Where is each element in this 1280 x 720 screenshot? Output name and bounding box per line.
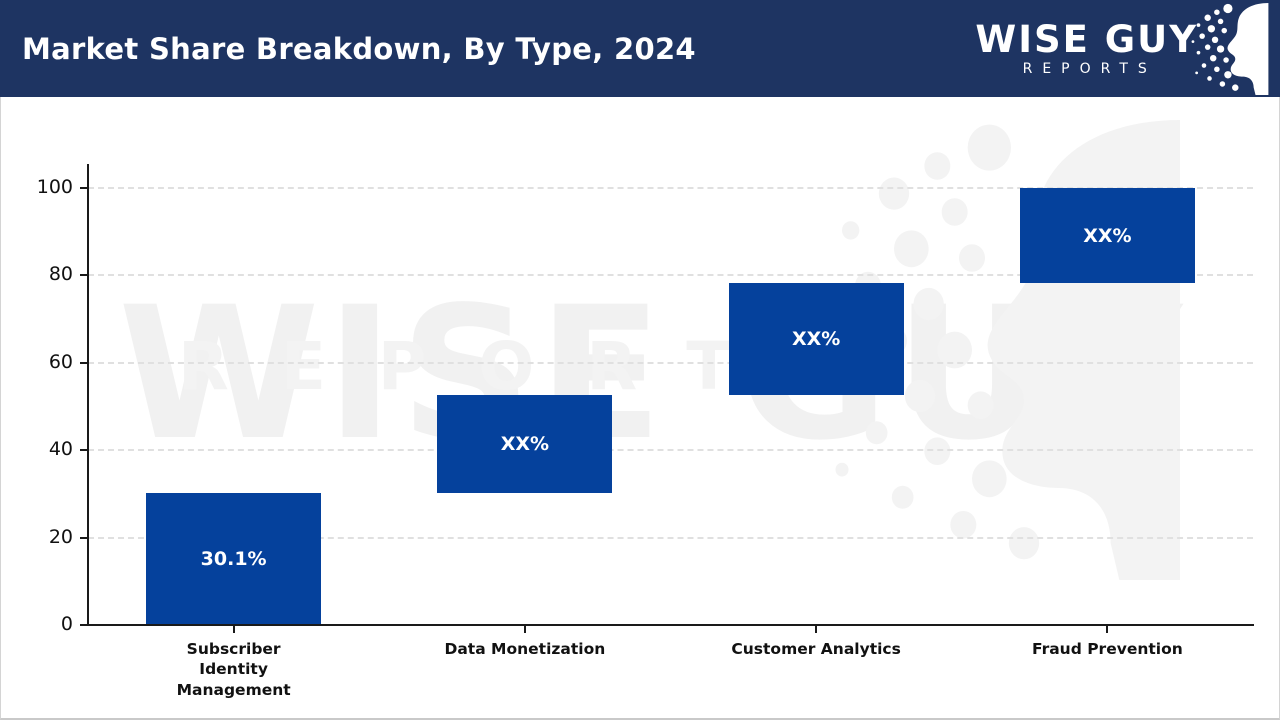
bar-3: XX% xyxy=(1019,188,1195,284)
bar-value-label: 30.1% xyxy=(200,548,267,571)
bar-value-label: XX% xyxy=(791,328,841,351)
x-tick-3 xyxy=(1106,626,1109,633)
x-category-label-line: Identity xyxy=(199,660,268,679)
x-category-label-line: Fraud Prevention xyxy=(1031,640,1183,658)
x-category-label-line: Customer Analytics xyxy=(731,640,901,658)
y-tick-label-80: 80 xyxy=(48,263,73,286)
x-axis-line xyxy=(87,624,1254,626)
gridline-60 xyxy=(88,361,1253,364)
x-category-label-line: Data Monetization xyxy=(444,640,606,658)
watermark-subtext: REPORTS xyxy=(178,328,883,405)
x-tick-0 xyxy=(232,626,235,633)
y-tick-40 xyxy=(80,449,88,452)
x-category-label-0: Subscriber Identity Management xyxy=(94,639,374,700)
x-category-label-line: Management xyxy=(176,680,291,699)
bar-0: 30.1% xyxy=(146,493,322,625)
page-title: Market Share Breakdown, By Type, 2024 xyxy=(22,31,696,66)
y-axis-line xyxy=(87,164,89,626)
brand-logo: WISE GUY REPORTS xyxy=(975,0,1280,97)
y-tick-100 xyxy=(80,187,88,189)
y-tick-label-0: 0 xyxy=(60,613,73,635)
gridline-80 xyxy=(88,274,1253,277)
gridline-100 xyxy=(88,187,1253,189)
brand-subtitle: REPORTS xyxy=(1022,60,1157,77)
bar-2: XX% xyxy=(728,283,904,396)
gridline-40 xyxy=(88,449,1253,452)
x-category-label-1: Data Monetization xyxy=(385,639,665,659)
x-category-label-line: Subscriber xyxy=(186,640,281,658)
brand-name: WISE GUY xyxy=(975,17,1198,61)
x-category-label-2: Customer Analytics xyxy=(676,639,956,659)
y-tick-label-20: 20 xyxy=(48,525,73,548)
y-tick-0 xyxy=(80,624,88,626)
y-tick-20 xyxy=(80,536,88,539)
bar-1: XX% xyxy=(437,395,613,494)
y-tick-label-40: 40 xyxy=(48,438,73,461)
y-tick-60 xyxy=(80,361,88,364)
bar-value-label: XX% xyxy=(500,433,550,456)
header-bar: Market Share Breakdown, By Type, 2024 WI… xyxy=(0,0,1280,97)
x-tick-2 xyxy=(815,626,818,633)
bar-value-label: XX% xyxy=(1083,224,1132,247)
y-tick-label-60: 60 xyxy=(48,350,73,373)
gridline-20 xyxy=(88,536,1253,539)
y-tick-80 xyxy=(80,274,88,277)
y-tick-label-100: 100 xyxy=(36,176,73,198)
dotted-face-icon xyxy=(1191,2,1269,95)
brand-logo-text: WISE GUY REPORTS xyxy=(975,21,1198,77)
x-tick-1 xyxy=(523,626,526,633)
x-category-label-3: Fraud Prevention xyxy=(967,639,1247,659)
